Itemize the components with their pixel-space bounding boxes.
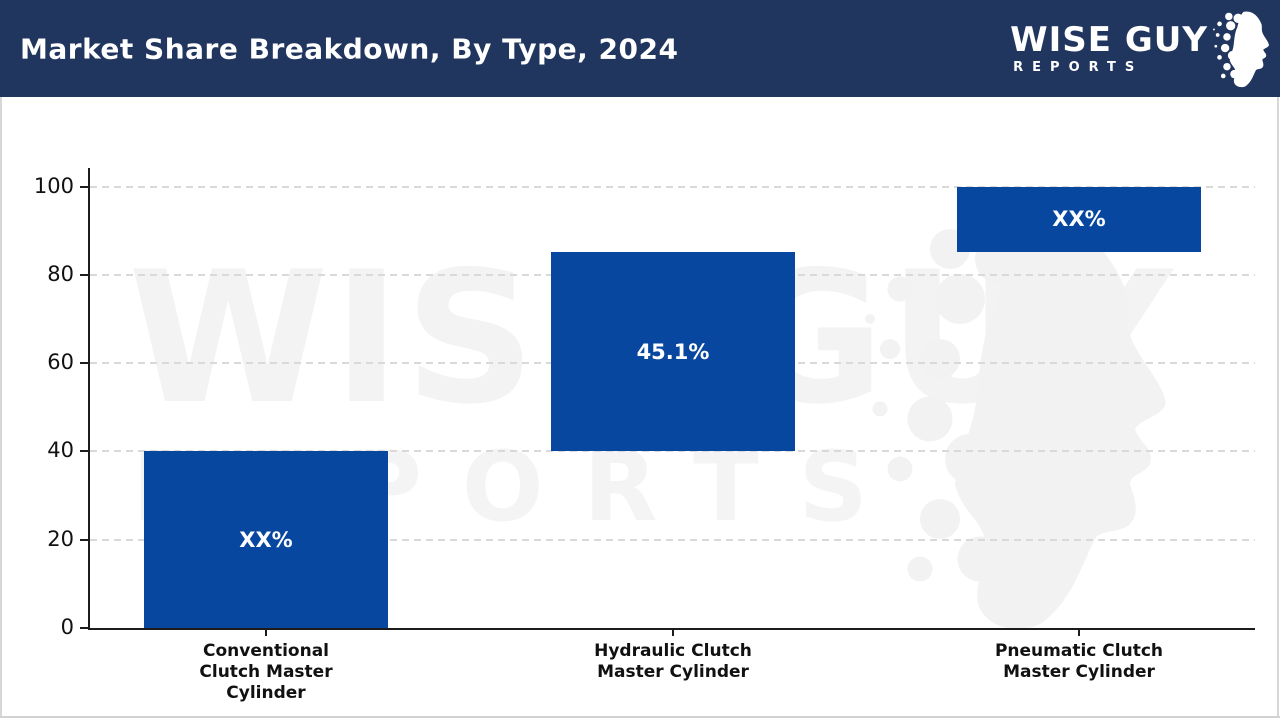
logo-wordmark: WISE GUY — [1010, 19, 1208, 60]
y-tick-mark — [80, 273, 88, 276]
gridline — [90, 450, 1255, 453]
y-tick-mark — [80, 185, 88, 188]
x-tick-mark — [672, 628, 674, 636]
bar-value-label: 45.1% — [636, 339, 710, 364]
x-category-label-line: Clutch Master — [199, 662, 333, 682]
header: Market Share Breakdown, By Type, 2024 WI… — [0, 0, 1280, 97]
plot-area: 0 20 40 60 80 100 XX% Conventional Clutch Master… — [34, 168, 1255, 703]
wiseguy-logo: WISE GUY REPORTS — [1010, 9, 1270, 89]
page-title: Market Share Breakdown, By Type, 2024 — [20, 32, 679, 65]
logo-subtext: REPORTS — [1013, 59, 1144, 75]
bar: 45.1% — [551, 252, 795, 452]
right-border-line — [1277, 97, 1279, 718]
x-category-label-line: Hydraulic Clutch — [594, 641, 752, 661]
x-category-label-line: Master Cylinder — [597, 662, 749, 682]
logo-text: WISE GUY REPORTS — [1010, 23, 1208, 75]
dotted-face-icon — [1213, 10, 1269, 87]
x-category-label: Pneumatic Clutch Master Cylinder — [919, 641, 1239, 683]
y-tick-label: 40 — [47, 438, 74, 463]
gridline — [90, 185, 1255, 188]
left-border-line — [0, 97, 2, 718]
bottom-border-line — [0, 716, 1280, 718]
y-tick-label: 100 — [33, 173, 74, 198]
x-category-label-line: Conventional — [202, 641, 329, 661]
x-category-label-line: Pneumatic Clutch — [994, 641, 1164, 661]
y-tick-mark — [80, 450, 88, 453]
x-tick-mark — [265, 628, 267, 636]
x-category-label-line: Cylinder — [226, 683, 306, 703]
x-category-label-line: Master Cylinder — [1003, 662, 1155, 682]
bar-value-label: XX% — [239, 527, 293, 552]
x-category-label: Hydraulic Clutch Master Cylinder — [513, 641, 833, 683]
chart-area: WISE GUY REPORTS 0 20 40 60 80 100 XX% Conventi… — [0, 97, 1280, 720]
x-category-label: Conventional Clutch Master Cylinder — [106, 641, 426, 704]
y-tick-label: 80 — [47, 261, 74, 286]
y-tick-mark — [80, 627, 88, 629]
y-tick-mark — [80, 538, 88, 541]
gridline — [90, 538, 1255, 541]
y-tick-label: 0 — [60, 615, 74, 639]
bar: XX% — [957, 186, 1201, 253]
x-tick-mark — [1078, 628, 1080, 636]
y-tick-label: 20 — [47, 526, 74, 551]
y-tick-label: 60 — [47, 350, 74, 375]
y-tick-mark — [80, 362, 88, 365]
bar-value-label: XX% — [1052, 207, 1106, 232]
bar: XX% — [144, 451, 388, 628]
